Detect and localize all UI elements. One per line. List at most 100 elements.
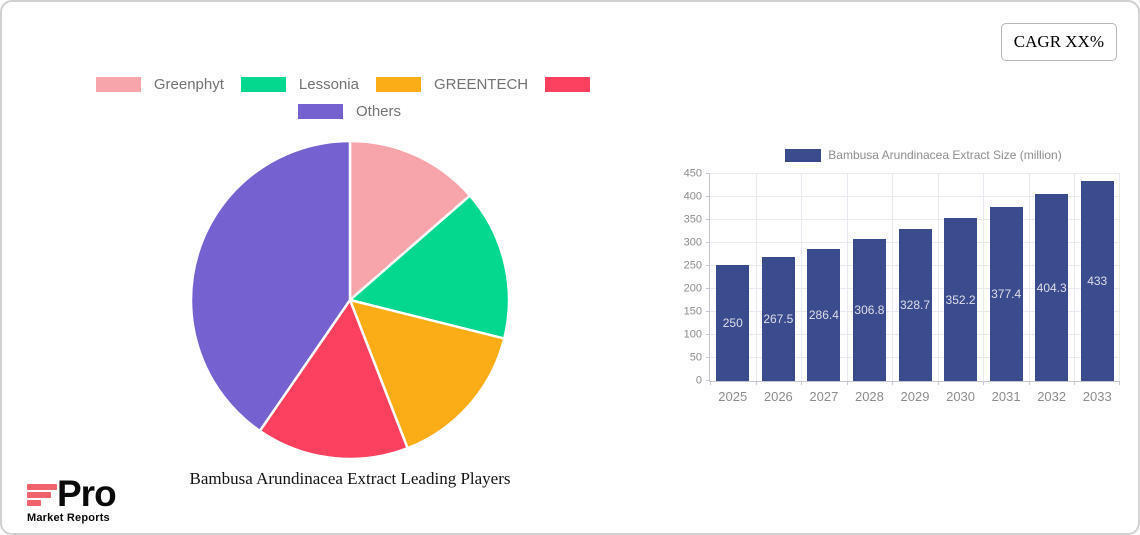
logo-title: Pro [57, 473, 117, 514]
bar-value-label: 352.2 [945, 292, 976, 307]
legend-swatch [95, 77, 141, 92]
bar-2026: 267.5 [761, 257, 795, 381]
pie-chart [188, 138, 512, 462]
bar-value-label: 433 [1087, 273, 1108, 288]
bar-2031: 377.4 [989, 206, 1023, 381]
x-tick [755, 381, 757, 385]
legend-label: GREENTECH [433, 76, 529, 93]
pie-slice-greenphyt [348, 139, 472, 302]
logo-subtitle: Market Reports [27, 512, 110, 524]
bar-value-label: 404.3 [1036, 280, 1067, 295]
y-axis-label: 200 [683, 282, 702, 295]
y-axis-label: 50 [689, 351, 702, 364]
pie-legend-item-greenphyt[interactable]: Greenphyt [95, 76, 224, 93]
x-axis-label-2033: 2033 [1082, 389, 1112, 404]
h-gridline [710, 173, 1120, 174]
pie-chart-svg [189, 139, 511, 461]
v-gridline [1119, 174, 1120, 381]
cagr-label: CAGR XX% [1013, 32, 1104, 51]
bar-chart-section: Bambusa Arundinacea Extract Size (millio… [684, 148, 1138, 403]
y-tick [706, 380, 710, 381]
y-tick [706, 311, 710, 313]
v-gridline [1028, 174, 1030, 381]
y-tick [706, 196, 710, 197]
x-axis-label-2032: 2032 [1037, 389, 1067, 404]
h-gridline [710, 219, 1120, 220]
legend-label: Others [355, 103, 401, 120]
bar-value-label: 267.5 [763, 312, 794, 327]
cagr-badge: CAGR XX% [1000, 23, 1117, 61]
x-tick [710, 381, 711, 385]
bar-value-label: 328.7 [899, 298, 931, 313]
legend-swatch [375, 77, 421, 92]
y-axis-label: 400 [683, 190, 702, 203]
pro-market-reports-logo: Pro Market Reports [27, 473, 117, 524]
y-axis-label: 250 [683, 259, 702, 272]
bar-2025: 250 [716, 265, 750, 381]
pie-legend-item-others[interactable]: Others [297, 103, 401, 120]
y-axis-label: 150 [683, 305, 702, 318]
bar-legend[interactable]: Bambusa Arundinacea Extract Size (millio… [709, 148, 1138, 162]
pie-slice-others [189, 139, 352, 433]
v-gridline [937, 174, 939, 381]
pie-legend-item-greentech[interactable]: GREENTECH [375, 76, 529, 93]
bar-legend-label: Bambusa Arundinacea Extract Size (millio… [828, 148, 1062, 162]
bar-legend-swatch [785, 148, 822, 162]
v-gridline [755, 174, 757, 381]
h-gridline [710, 196, 1120, 197]
pie-slice-lessonia [348, 194, 511, 340]
bar-2030: 352.2 [944, 218, 978, 381]
x-tick [1119, 381, 1120, 385]
legend-swatch [545, 77, 591, 92]
bar-2033: 433 [1080, 180, 1114, 381]
bar-2028: 306.8 [852, 239, 886, 381]
bar-2027: 286.4 [807, 248, 841, 381]
y-tick [706, 173, 710, 174]
legend-label: Lessonia [298, 76, 359, 93]
bar-value-label: 306.8 [854, 303, 885, 318]
v-gridline [892, 174, 894, 381]
v-gridline [801, 174, 803, 381]
pie-legend-item-lessonia[interactable]: Lessonia [240, 76, 359, 93]
pie-legend-item-unlabeled[interactable] [545, 77, 603, 92]
legend-label: Greenphyt [153, 76, 224, 93]
x-axis-label-2025: 2025 [718, 389, 748, 404]
y-tick [706, 288, 710, 290]
y-axis-label: 0 [695, 374, 702, 387]
y-tick [706, 242, 710, 243]
x-tick [801, 381, 803, 385]
bar-plot-area: 0 50 100 150 200 250 300 350 400 450 250 2025 267.5 2… [684, 168, 1120, 403]
v-gridline [1074, 174, 1076, 381]
x-tick [846, 381, 848, 385]
y-tick [706, 357, 710, 359]
logo-bars-icon [27, 484, 57, 506]
v-gridline [846, 174, 848, 381]
legend-swatch [240, 77, 286, 92]
y-tick [706, 334, 710, 336]
x-axis-label-2030: 2030 [946, 389, 976, 404]
pie-slice-greentech [348, 298, 506, 450]
y-axis-label: 300 [683, 236, 702, 249]
v-gridline [983, 174, 985, 381]
x-tick [1028, 381, 1030, 385]
x-tick [937, 381, 939, 385]
y-tick [706, 265, 710, 266]
x-tick [892, 381, 894, 385]
x-axis-label-2026: 2026 [763, 389, 793, 404]
x-axis-label-2027: 2027 [809, 389, 839, 404]
x-axis-label-2028: 2028 [854, 389, 884, 404]
legend-swatch [297, 104, 343, 119]
bar-2032: 404.3 [1035, 194, 1069, 381]
pie-legend: Greenphyt Lessonia GREENTECH Others [87, 77, 612, 119]
bar-2029: 328.7 [898, 229, 932, 381]
x-axis-label-2029: 2029 [900, 389, 930, 404]
y-axis-label: 350 [683, 213, 702, 226]
x-tick [1074, 381, 1076, 385]
y-axis-label: 450 [683, 167, 702, 180]
bar-value-label: 377.4 [991, 286, 1022, 301]
bar-value-label: 286.4 [808, 307, 839, 322]
pie-slice-unlabeled [258, 298, 409, 461]
y-axis-label: 100 [683, 328, 702, 341]
y-tick [706, 219, 710, 220]
